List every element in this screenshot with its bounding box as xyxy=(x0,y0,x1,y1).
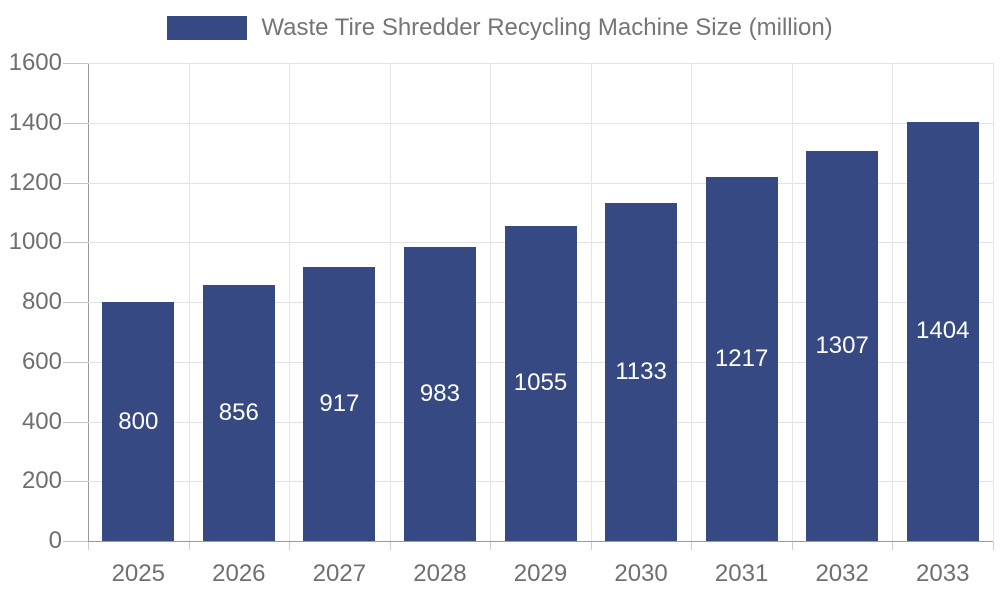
h-gridline-1400 xyxy=(88,122,993,124)
y-axis-tick-label: 0 xyxy=(48,527,62,554)
y-axis-tick-label: 1000 xyxy=(8,228,62,256)
y-tick-600 xyxy=(63,361,88,363)
legend[interactable]: Waste Tire Shredder Recycling Machine Si… xyxy=(0,14,1000,42)
v-gridline xyxy=(490,63,492,541)
plot-area: 800 856 917 983 1055 1133 1217 1307 1404 xyxy=(63,63,994,550)
y-axis-tick-label: 800 xyxy=(21,288,62,315)
legend-label: Waste Tire Shredder Recycling Machine Si… xyxy=(261,14,833,41)
y-axis-tick-label: 200 xyxy=(21,467,62,495)
y-axis-tick-label: 1400 xyxy=(8,108,62,136)
y-tick-0 xyxy=(63,541,88,542)
bar-2029[interactable]: 1055 xyxy=(504,225,577,541)
bar-value-label: 983 xyxy=(419,380,460,408)
bar-value-label: 1133 xyxy=(615,357,667,385)
v-gridline xyxy=(289,63,291,541)
legend-swatch-icon xyxy=(167,16,248,40)
x-axis-labels: 2025 2026 2027 2028 2029 2030 2031 2032 2033 xyxy=(88,560,993,590)
x-tick xyxy=(188,542,190,550)
y-axis-tick-label: 1200 xyxy=(8,168,62,196)
x-axis-tick-label: 2031 xyxy=(714,560,769,587)
bar-value-label: 856 xyxy=(218,399,259,427)
x-tick xyxy=(289,542,291,550)
h-gridline-1600 xyxy=(88,63,993,64)
bar-2030[interactable]: 1133 xyxy=(605,202,678,541)
bar-value-label: 1055 xyxy=(513,369,568,397)
y-tick-200 xyxy=(63,481,88,483)
y-axis-tick-label: 600 xyxy=(21,347,62,375)
x-axis-tick-label: 2025 xyxy=(111,560,165,587)
bar-2027[interactable]: 917 xyxy=(303,267,376,541)
x-tick xyxy=(88,542,89,550)
v-gridline xyxy=(389,63,391,541)
x-tick xyxy=(691,542,693,550)
bar-value-label: 1307 xyxy=(815,331,869,359)
v-gridline xyxy=(993,63,994,541)
x-axis-line xyxy=(87,541,993,542)
x-axis-tick-label: 2029 xyxy=(513,560,568,587)
bar-value-label: 800 xyxy=(118,407,159,435)
v-gridline xyxy=(590,63,592,541)
y-tick-1200 xyxy=(63,182,88,184)
bar-value-label: 1217 xyxy=(714,345,769,373)
v-gridline xyxy=(188,63,190,541)
y-axis-tick-label: 1600 xyxy=(8,49,62,76)
y-tick-1000 xyxy=(63,242,88,244)
y-tick-1400 xyxy=(63,122,88,124)
bar-value-label: 1404 xyxy=(916,317,970,345)
bar-2028[interactable]: 983 xyxy=(403,247,476,541)
h-gridline-1200 xyxy=(88,182,993,184)
x-tick xyxy=(993,542,994,550)
x-tick xyxy=(490,542,492,550)
x-tick xyxy=(791,542,793,550)
bar-2031[interactable]: 1217 xyxy=(705,177,778,541)
v-gridline xyxy=(791,63,793,541)
x-axis-tick-label: 2030 xyxy=(614,560,668,587)
x-tick xyxy=(892,542,894,550)
x-tick xyxy=(590,542,592,550)
y-tick-400 xyxy=(63,421,88,423)
y-tick-1600 xyxy=(63,63,88,64)
bar-2026[interactable]: 856 xyxy=(202,285,275,541)
x-tick xyxy=(389,542,391,550)
bar-value-label: 917 xyxy=(319,390,360,418)
bar-2025[interactable]: 800 xyxy=(102,302,175,541)
y-tick-800 xyxy=(63,302,88,303)
bar-2032[interactable]: 1307 xyxy=(806,150,879,541)
bar-2033[interactable]: 1404 xyxy=(906,121,979,541)
v-gridline xyxy=(892,63,894,541)
x-axis-tick-label: 2028 xyxy=(413,560,467,587)
x-axis-tick-label: 2033 xyxy=(916,560,970,587)
x-axis-tick-label: 2032 xyxy=(815,560,869,587)
v-gridline xyxy=(691,63,693,541)
x-axis-tick-label: 2026 xyxy=(212,560,266,587)
y-axis-labels: 0 200 400 600 800 1000 1200 1400 1600 xyxy=(0,51,62,553)
y-axis-tick-label: 400 xyxy=(21,407,62,435)
x-axis-tick-label: 2027 xyxy=(312,560,367,587)
